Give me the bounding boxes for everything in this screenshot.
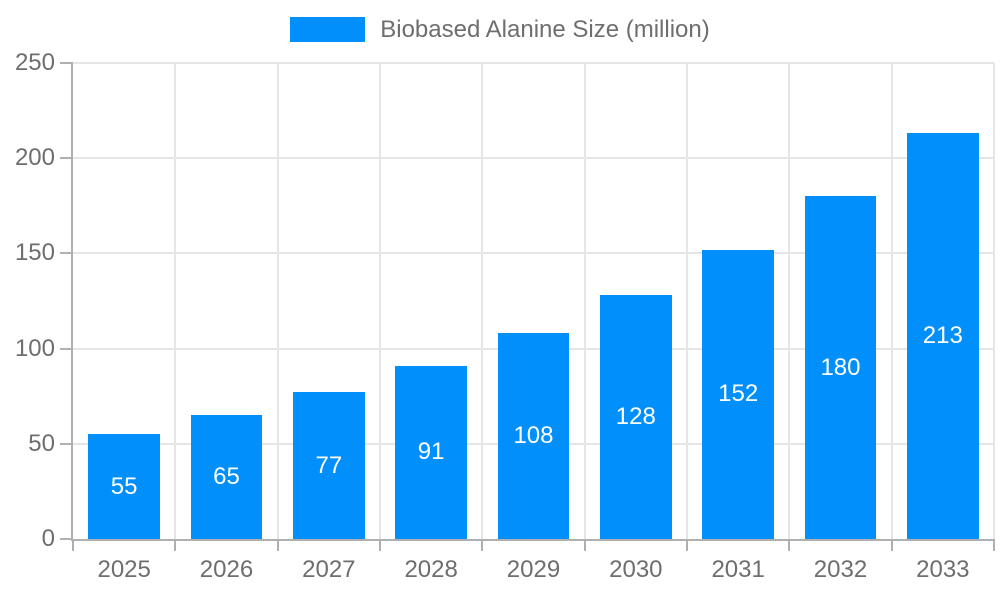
x-axis-label: 2030	[609, 556, 663, 583]
x-axis-tick	[890, 539, 893, 551]
x-axis-tick	[72, 539, 74, 551]
x-axis-label: 2032	[813, 556, 868, 583]
legend[interactable]: Biobased Alanine Size (million)	[0, 17, 1000, 42]
bar: 213	[907, 133, 979, 539]
y-axis-tick	[60, 442, 73, 445]
x-gridline	[890, 63, 893, 539]
x-gridline	[788, 63, 791, 539]
y-axis-tick	[60, 252, 73, 255]
x-gridline	[993, 63, 995, 539]
bar: 91	[395, 365, 467, 539]
x-axis-label: 2026	[199, 556, 254, 583]
x-gridline	[276, 63, 279, 539]
x-axis-tick	[788, 539, 791, 551]
bar-value-label: 77	[315, 451, 343, 479]
x-gridline	[685, 63, 688, 539]
y-axis-tick	[60, 347, 73, 350]
x-axis-label: 2028	[404, 556, 458, 583]
bar-value-label: 180	[820, 353, 861, 381]
y-axis-label: 200	[14, 144, 55, 172]
bar-value-label: 108	[513, 422, 554, 450]
x-axis-label: 2029	[506, 556, 561, 583]
bar-value-label: 213	[922, 322, 963, 350]
x-axis-tick	[993, 539, 995, 551]
x-axis-label: 2027	[302, 556, 356, 583]
x-axis-tick	[583, 539, 586, 551]
bar: 55	[88, 434, 160, 539]
bar-value-label: 152	[718, 380, 759, 408]
bar: 152	[702, 249, 774, 539]
bar-value-label: 55	[110, 472, 138, 500]
y-gridline	[73, 252, 994, 255]
y-axis-label: 100	[14, 334, 55, 362]
y-axis-label: 150	[14, 239, 55, 267]
bar: 108	[497, 333, 570, 539]
x-axis-tick	[174, 539, 177, 551]
y-axis-tick	[60, 157, 73, 160]
y-axis-label: 250	[14, 49, 55, 76]
x-axis-label: 2025	[97, 556, 151, 583]
bar: 128	[600, 295, 672, 539]
x-axis-label: 2033	[916, 556, 970, 583]
x-gridline	[174, 63, 177, 539]
plot-area: 0 50 100 150 200 250 55 2025 65 2026 77 2027 91 2028 1…	[15, 51, 995, 582]
bar: 180	[804, 196, 877, 539]
x-gridline	[481, 63, 484, 539]
bar-value-label: 91	[417, 438, 445, 466]
bar: 65	[190, 415, 263, 539]
x-axis-tick	[276, 539, 279, 551]
x-axis-tick	[378, 539, 381, 551]
x-gridline	[583, 63, 586, 539]
legend-label: Biobased Alanine Size (million)	[380, 16, 710, 43]
y-axis-tick	[60, 538, 73, 540]
y-axis-tick	[60, 62, 73, 64]
x-axis-tick	[481, 539, 484, 551]
y-axis-label: 50	[28, 429, 55, 457]
y-gridline	[73, 62, 994, 64]
bar-value-label: 65	[213, 463, 240, 491]
bar-value-label: 128	[615, 403, 656, 431]
y-gridline	[73, 157, 994, 160]
x-axis-label: 2031	[711, 556, 765, 583]
x-axis-tick	[685, 539, 688, 551]
legend-swatch	[290, 17, 366, 42]
bar: 77	[293, 392, 365, 539]
y-axis-label: 0	[41, 525, 55, 552]
x-gridline	[378, 63, 381, 539]
